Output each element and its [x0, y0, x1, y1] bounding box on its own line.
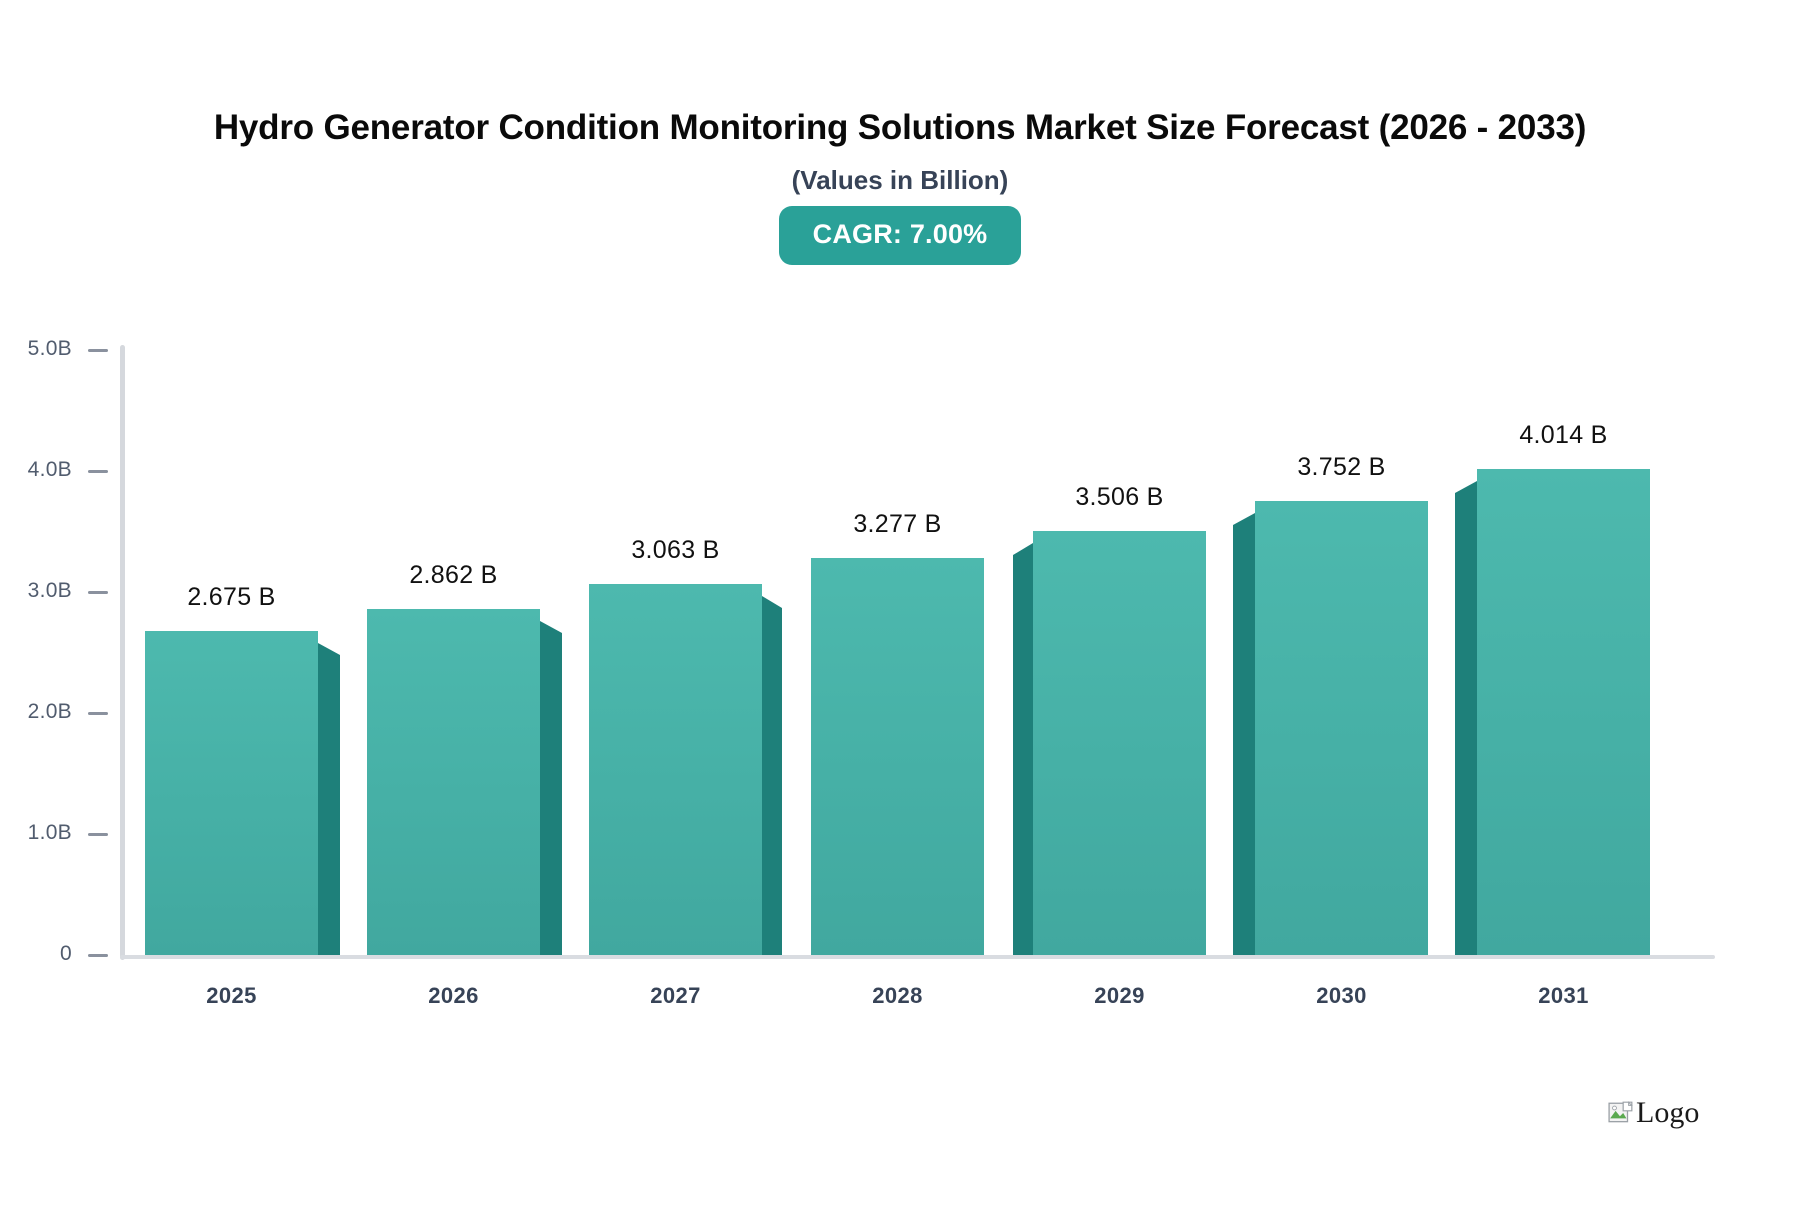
- chart-subtitle: (Values in Billion): [791, 165, 1009, 196]
- bar-side-panel: [1455, 481, 1477, 955]
- y-axis-line: [120, 345, 125, 960]
- x-axis-label-2030: 2030: [1316, 983, 1367, 1008]
- bar-2027[interactable]: [589, 584, 782, 955]
- y-axis-tick-mark: [88, 349, 108, 352]
- bar-face: [811, 558, 984, 955]
- y-axis-tick-mark: [88, 833, 108, 836]
- x-axis-label-2031: 2031: [1538, 983, 1589, 1008]
- bar-value-label: 4.014 B: [1519, 421, 1608, 449]
- chart-header: Hydro Generator Condition Monitoring Sol…: [0, 0, 1800, 266]
- bar-value-label: 2.675 B: [187, 583, 276, 611]
- bar-face: [367, 609, 540, 955]
- y-axis-tick-label: 0: [60, 942, 72, 965]
- bar-2028[interactable]: [811, 558, 984, 955]
- bar-value-label: 3.277 B: [853, 510, 942, 538]
- bar-2030[interactable]: [1233, 501, 1428, 955]
- bar-side-panel: [762, 596, 782, 955]
- x-axis-label-2025: 2025: [206, 983, 257, 1008]
- bar-side-panel: [1013, 543, 1033, 955]
- y-axis-tick-label: 2.0B: [27, 700, 72, 723]
- chart-title: Hydro Generator Condition Monitoring Sol…: [213, 108, 1587, 147]
- y-axis-tick-mark: [88, 470, 108, 473]
- bar-value-label: 3.506 B: [1075, 483, 1164, 511]
- bar-face: [1477, 469, 1650, 955]
- bar-2031[interactable]: [1455, 469, 1650, 955]
- bar-2029[interactable]: [1013, 531, 1206, 955]
- bar-side-panel: [540, 621, 562, 955]
- broken-image-icon: [1608, 1101, 1633, 1123]
- x-axis-label-2026: 2026: [428, 983, 479, 1008]
- cagr-badge: CAGR: 7.00%: [778, 206, 1022, 266]
- x-axis-label-2029: 2029: [1094, 983, 1145, 1008]
- bar-face: [1255, 501, 1428, 955]
- bar-side-panel: [1233, 513, 1255, 955]
- y-axis-tick-label: 3.0B: [27, 579, 72, 602]
- bar-value-label: 2.862 B: [409, 561, 498, 589]
- bar-face: [1033, 531, 1206, 955]
- logo: Logo: [1608, 1098, 1699, 1128]
- bar-2026[interactable]: [367, 609, 562, 955]
- x-axis-label-2028: 2028: [872, 983, 923, 1008]
- y-axis-tick-label: 5.0B: [27, 337, 72, 360]
- bar-value-label: 3.063 B: [631, 536, 720, 564]
- y-axis-tick-label: 4.0B: [27, 458, 72, 481]
- y-axis-tick-label: 1.0B: [27, 821, 72, 844]
- bar-face: [589, 584, 762, 955]
- y-axis-tick-mark: [88, 954, 108, 957]
- y-axis-tick-mark: [88, 591, 108, 594]
- bar-face: [145, 631, 318, 955]
- bar-2025[interactable]: [145, 631, 340, 955]
- bar-side-panel: [318, 643, 340, 955]
- y-axis-tick-mark: [88, 712, 108, 715]
- logo-alt-text: Logo: [1636, 1096, 1700, 1129]
- bar-value-label: 3.752 B: [1297, 453, 1386, 481]
- x-axis-label-2027: 2027: [650, 983, 701, 1008]
- x-axis-line: [120, 955, 1715, 959]
